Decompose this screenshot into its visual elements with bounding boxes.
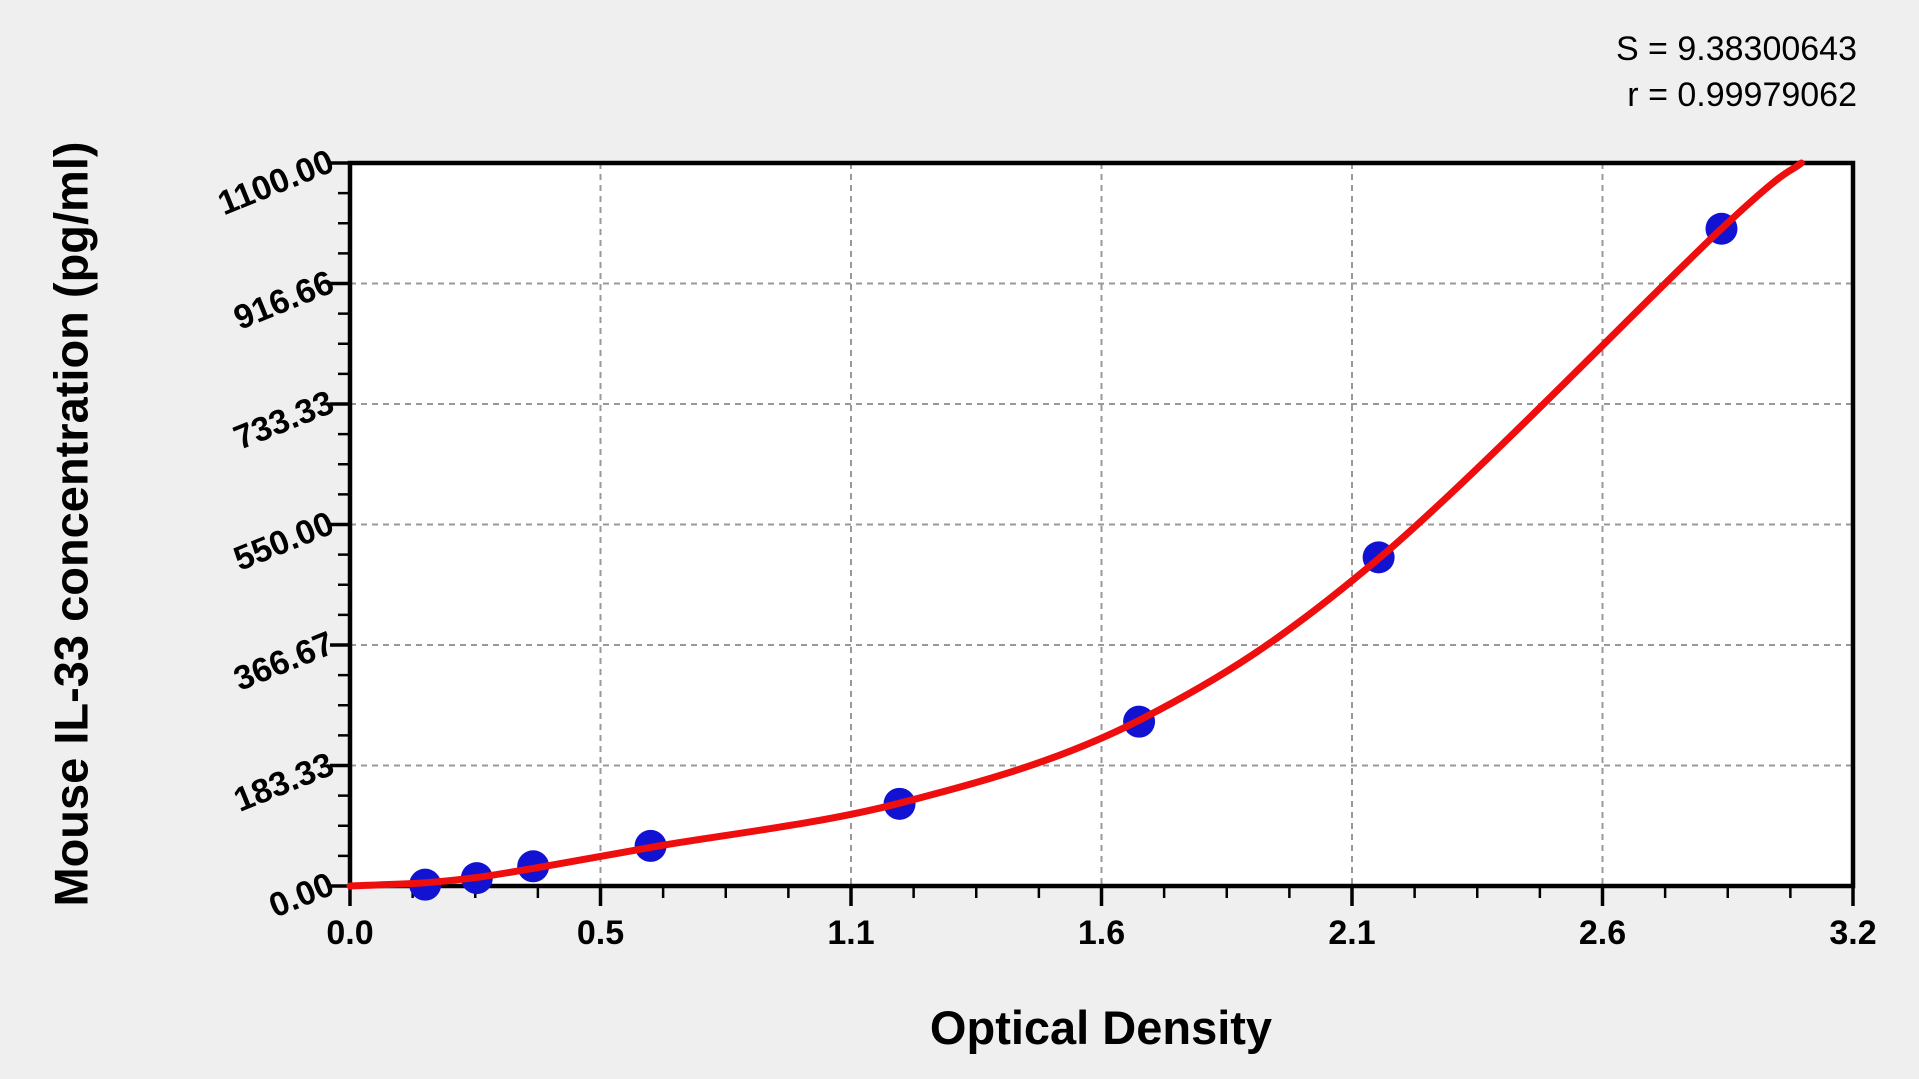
- fit-r-value: r = 0.99979062: [1627, 76, 1857, 114]
- plot-border: [347, 160, 1856, 889]
- x-tick-label: 2.6: [1578, 914, 1627, 952]
- x-tick-label: 1.1: [827, 914, 875, 952]
- x-tick-label: 2.1: [1328, 914, 1376, 952]
- x-tick-label: 3.2: [1829, 914, 1877, 952]
- fit-statistics: S = 9.38300643 r = 0.99979062: [1616, 26, 1857, 118]
- x-tick-label: 0.5: [576, 914, 625, 952]
- y-axis-title: Mouse IL-33 concentration (pg/ml): [44, 141, 98, 907]
- fit-curve-line: [346, 159, 1805, 890]
- x-axis-title: Optical Density: [929, 1001, 1273, 1054]
- fit-s-value: S = 9.38300643: [1615, 30, 1857, 68]
- x-tick-label: 1.6: [1077, 914, 1126, 952]
- x-tick-label: 0.0: [326, 914, 374, 952]
